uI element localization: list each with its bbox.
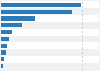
Bar: [1, 16, 35, 21]
Bar: [1, 10, 72, 14]
Bar: [1, 37, 9, 41]
Bar: [1, 29, 99, 36]
Bar: [1, 22, 99, 29]
Bar: [1, 8, 99, 15]
Bar: [1, 23, 22, 27]
Bar: [1, 57, 4, 61]
Bar: [1, 36, 99, 42]
Bar: [1, 44, 7, 48]
Bar: [1, 56, 99, 63]
Bar: [1, 1, 99, 8]
Bar: [1, 64, 3, 68]
Bar: [1, 63, 99, 70]
Bar: [1, 15, 99, 22]
Bar: [1, 42, 99, 49]
Bar: [1, 49, 99, 56]
Bar: [1, 50, 6, 55]
Bar: [1, 3, 81, 7]
Bar: [1, 30, 12, 34]
